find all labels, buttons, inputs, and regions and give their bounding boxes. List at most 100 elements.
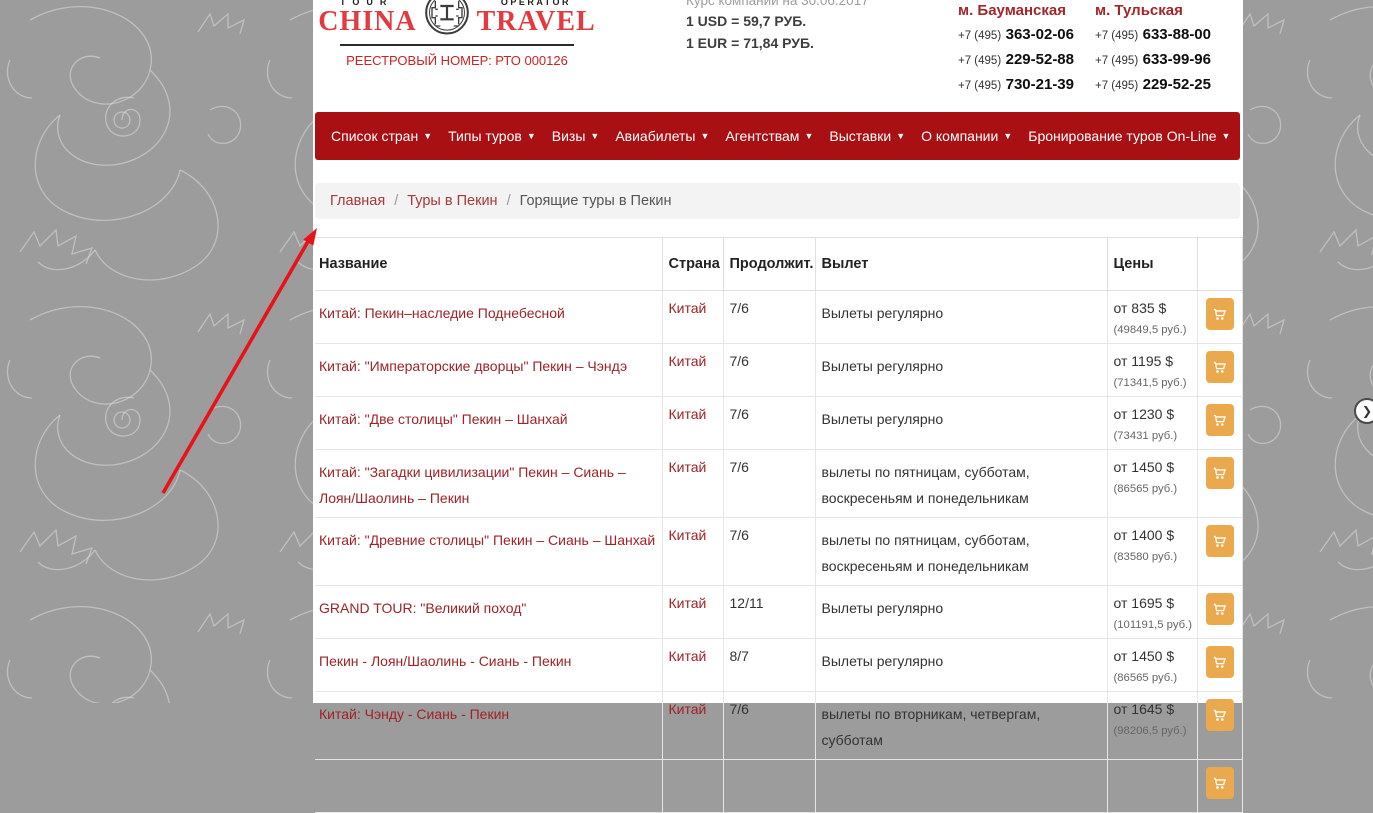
price-cell [1107, 759, 1198, 813]
shopping-cart-icon [1213, 777, 1226, 789]
nav-menu-item[interactable]: Выставки ▼ [821, 128, 913, 144]
phone-digits: 633-88-00 [1142, 26, 1211, 43]
tour-link[interactable]: Китай: Чэнду - Сиань - Пекин [319, 706, 510, 722]
breadcrumb-link[interactable]: Туры в Пекин [407, 193, 498, 209]
main-navigation: Список стран ▼ Типы туров ▼ Визы ▼ Авиаб… [315, 112, 1240, 160]
country-link[interactable]: Китай [668, 353, 707, 369]
price-cell: от 1400 $ (83580 руб.) [1107, 517, 1198, 586]
breadcrumb-link[interactable]: Главная [330, 193, 386, 209]
metro-station-label: м. Тульская [1095, 2, 1183, 19]
add-to-cart-button[interactable] [1205, 404, 1234, 436]
price-cell: от 1195 $ (71341,5 руб.) [1107, 343, 1198, 397]
add-to-cart-button[interactable] [1205, 767, 1234, 799]
add-to-cart-button[interactable] [1205, 699, 1234, 731]
col-header-country: Страна [662, 237, 724, 291]
add-to-cart-button[interactable] [1205, 593, 1234, 625]
shopping-cart-icon [1213, 603, 1226, 615]
shopping-cart-icon [1213, 709, 1226, 721]
chevron-down-icon: ▼ [804, 131, 814, 141]
tour-link[interactable]: Китай: Пекин–наследие Поднебесной [319, 305, 565, 321]
nav-menu-item[interactable]: О компании ▼ [913, 128, 1020, 144]
phone-digits: 229-52-25 [1142, 76, 1211, 93]
country-link[interactable]: Китай [668, 648, 707, 664]
price-cell: от 1450 $ (86565 руб.) [1107, 449, 1198, 518]
departure-cell: вылеты по пятницам, субботам, воскресень… [815, 449, 1108, 518]
duration-cell: 7/6 [723, 449, 816, 518]
logo[interactable]: TOUR OPERATOR CHINA TRAVEL РЕЕСТРОВЫЙ [318, 0, 595, 68]
price-usd: от 835 $ [1113, 300, 1167, 316]
nav-menu-item[interactable]: Список стран ▼ [323, 128, 440, 144]
add-to-cart-button[interactable] [1205, 457, 1234, 489]
col-header-name: Название [315, 237, 663, 291]
tours-table-wrap: Название Страна Продолжит. Вылет Цены Ки… [315, 237, 1243, 813]
country-link[interactable]: Китай [668, 300, 707, 316]
country-link[interactable]: Китай [668, 701, 707, 717]
add-to-cart-button[interactable] [1205, 525, 1234, 557]
price-usd: от 1695 $ [1113, 595, 1175, 611]
col-header-duration: Продолжит. [723, 237, 816, 291]
price-cell: от 835 $ (49849,5 руб.) [1107, 290, 1198, 344]
departure-cell: Вылеты регулярно [815, 396, 1108, 450]
col-header-price: Цены [1107, 237, 1198, 291]
content-column: TOUR OPERATOR CHINA TRAVEL РЕЕСТРОВЫЙ [313, 0, 1243, 813]
duration-cell: 12/11 [723, 585, 816, 639]
logo-operator-text: OPERATOR [500, 0, 571, 7]
table-row: Китай: "Загадки цивилизации" Пекин – Сиа… [315, 449, 1243, 518]
phone-number: +7 (495) 229-52-25 [1095, 76, 1232, 94]
add-to-cart-button[interactable] [1205, 351, 1234, 383]
exchange-rates: Курс компании на 30.06.2017 1 USD = 59,7… [686, 0, 869, 57]
nav-menu-item-label: Визы [551, 128, 586, 144]
price-usd: от 1230 $ [1113, 406, 1175, 422]
nav-menu-item[interactable]: Бронирование туров On-Line ▼ [1020, 128, 1238, 144]
country-link[interactable]: Китай [668, 459, 707, 475]
price-rub: (71341,5 руб.) [1113, 377, 1187, 389]
nav-menu-item[interactable]: Авиабилеты ▼ [607, 128, 717, 144]
tour-link[interactable]: Китай: "Древние столицы" Пекин – Сиань –… [319, 532, 656, 548]
price-usd: от 1450 $ [1113, 459, 1175, 475]
tour-link[interactable]: Китай: "Загадки цивилизации" Пекин – Сиа… [319, 464, 626, 506]
chevron-down-icon: ▼ [1221, 131, 1231, 141]
logo-china-text: CHINA [318, 6, 417, 37]
shopping-cart-icon [1213, 414, 1226, 426]
side-panel-toggle-button[interactable]: ❯ [1354, 398, 1373, 424]
logo-travel-text: TRAVEL [476, 6, 596, 37]
nav-menu-item-label: Авиабилеты [615, 128, 696, 144]
chevron-down-icon: ▼ [896, 131, 906, 141]
price-cell: от 1645 $ (98206,5 руб.) [1107, 691, 1198, 760]
tour-link[interactable]: GRAND TOUR: "Великий поход" [319, 600, 527, 616]
tours-table: Название Страна Продолжит. Вылет Цены Ки… [315, 237, 1243, 813]
add-to-cart-button[interactable] [1205, 646, 1234, 678]
nav-menu-item[interactable]: Агентствам ▼ [717, 128, 821, 144]
nav-menu-item-label: Агентствам [725, 128, 800, 144]
phone-column: м. Бауманская +7 (495) 363-02-06 +7 (495… [958, 2, 1095, 101]
phone-prefix: +7 (495) [958, 55, 1002, 67]
table-row: Пекин - Лоян/Шаолинь - Сиань - Пекин Кит… [315, 638, 1243, 692]
shopping-cart-icon [1213, 656, 1226, 668]
nav-menu-item[interactable]: Визы ▼ [544, 128, 608, 144]
phone-prefix: +7 (495) [1095, 80, 1139, 92]
logo-tagline: TOUR OPERATOR [340, 0, 571, 7]
nav-menu-item-label: Бронирование туров On-Line [1028, 128, 1217, 144]
tour-link[interactable]: Китай: "Две столицы" Пекин – Шанхай [319, 411, 568, 427]
price-rub: (86565 руб.) [1113, 483, 1178, 495]
tour-link[interactable]: Китай: "Императорские дворцы" Пекин – Чэ… [319, 358, 628, 374]
price-rub: (101191,5 руб.) [1113, 619, 1192, 631]
add-to-cart-button[interactable] [1205, 298, 1234, 330]
breadcrumb-separator: / [394, 193, 399, 209]
tour-link[interactable]: Пекин - Лоян/Шаолинь - Сиань - Пекин [319, 653, 572, 669]
phone-column: м. Тульская +7 (495) 633-88-00 +7 (495) … [1095, 2, 1232, 101]
chevron-down-icon: ▼ [700, 131, 710, 141]
phone-digits: 633-99-96 [1142, 51, 1211, 68]
table-row: Китай: Пекин–наследие Поднебесной Китай … [315, 290, 1243, 344]
breadcrumb-current: Горящие туры в Пекин [519, 193, 672, 209]
phone-numbers: м. Бауманская +7 (495) 363-02-06 +7 (495… [958, 2, 1232, 101]
phone-number: +7 (495) 633-88-00 [1095, 26, 1232, 44]
nav-menu-item[interactable]: Типы туров ▼ [440, 128, 544, 144]
country-link[interactable]: Китай [668, 527, 707, 543]
chevron-down-icon: ▼ [590, 131, 600, 141]
phone-digits: 363-02-06 [1005, 26, 1074, 43]
departure-cell: Вылеты регулярно [815, 343, 1108, 397]
country-link[interactable]: Китай [668, 595, 707, 611]
country-link[interactable]: Китай [668, 406, 707, 422]
